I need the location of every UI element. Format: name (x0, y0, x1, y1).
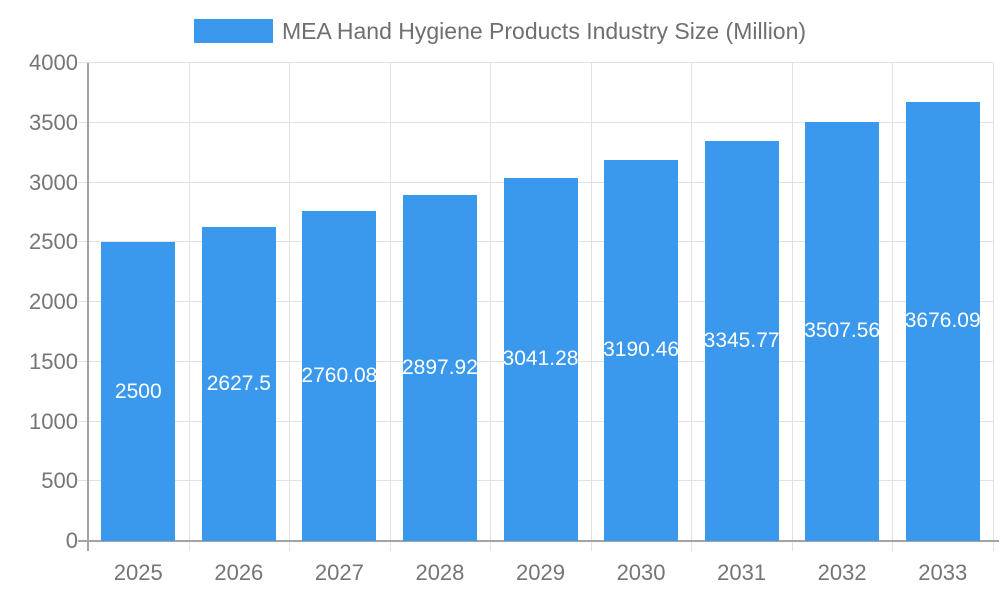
bar-2025[interactable]: 2500 (101, 242, 176, 541)
gridline-vertical (691, 63, 693, 551)
x-axis-labels: 2025 2026 2027 2028 2029 2030 2031 2032 2033 (88, 556, 993, 590)
bar-2030[interactable]: 3190.46 (604, 159, 679, 541)
bar-2026[interactable]: 2627.5 (201, 227, 276, 541)
x-tick-label-2032: 2032 (817, 560, 867, 585)
x-tick-label-2028: 2028 (415, 560, 465, 585)
bar-2028[interactable]: 2897.92 (402, 194, 477, 541)
plot-area: 2500 2627.5 2760.08 2897.92 3041.28 3190.46 33… (78, 62, 999, 551)
y-tick-label: 4000 (29, 50, 78, 75)
y-tick-label: 1500 (29, 348, 78, 374)
x-tick-label-2033: 2033 (918, 560, 968, 585)
bar-value-label: 2897.92 (402, 355, 477, 379)
bar-value-label: 3041.28 (503, 347, 578, 371)
bar-value-label: 2500 (114, 379, 162, 403)
gridline-vertical (289, 63, 291, 551)
y-axis-labels: 0 500 1000 1500 2000 2500 3000 3500 4000 (0, 50, 78, 553)
y-tick-label: 3000 (29, 169, 78, 195)
gridline-vertical (389, 63, 391, 551)
x-tick-label-2026: 2026 (214, 560, 264, 585)
gridline-horizontal (78, 121, 993, 123)
gridline-vertical (993, 63, 994, 551)
bar-2027[interactable]: 2760.08 (302, 211, 377, 541)
legend[interactable]: MEA Hand Hygiene Products Industry Size … (0, 16, 1000, 46)
bar-2031[interactable]: 3345.77 (704, 141, 779, 541)
gridline-vertical (188, 63, 190, 551)
gridline-vertical (590, 63, 592, 551)
gridline-vertical (791, 63, 793, 551)
y-tick-label: 1000 (29, 408, 78, 434)
x-axis-line (78, 540, 999, 542)
gridline-vertical (490, 63, 492, 551)
bar-value-label: 3345.77 (704, 329, 779, 353)
x-tick-label-2029: 2029 (516, 560, 565, 585)
x-tick-label-2030: 2030 (616, 560, 666, 585)
bar-2032[interactable]: 3507.56 (805, 121, 880, 541)
chart-title: MEA Hand Hygiene Products Industry Size … (281, 17, 807, 44)
y-tick-label: 2000 (29, 289, 78, 314)
gridline-vertical (892, 63, 894, 551)
y-tick-label: 2500 (29, 229, 78, 255)
x-tick-label-2031: 2031 (717, 560, 767, 585)
bar-value-label: 3507.56 (805, 319, 880, 343)
bar-value-label: 2760.08 (302, 364, 377, 388)
gridline-horizontal (78, 62, 993, 63)
bar-value-label: 2627.5 (206, 372, 271, 395)
bar-2033[interactable]: 3676.09 (905, 101, 980, 541)
legend-swatch (193, 19, 273, 43)
x-tick-label-2025: 2025 (113, 560, 163, 585)
y-tick-label: 0 (65, 528, 78, 553)
bar-2029[interactable]: 3041.28 (503, 177, 578, 541)
y-tick-label: 3500 (29, 109, 78, 135)
y-axis-line (87, 63, 89, 551)
bar-value-label: 3190.46 (604, 338, 679, 362)
bar-value-label: 3676.09 (905, 309, 980, 333)
y-tick-label: 500 (41, 468, 78, 494)
x-tick-label-2027: 2027 (314, 560, 364, 585)
